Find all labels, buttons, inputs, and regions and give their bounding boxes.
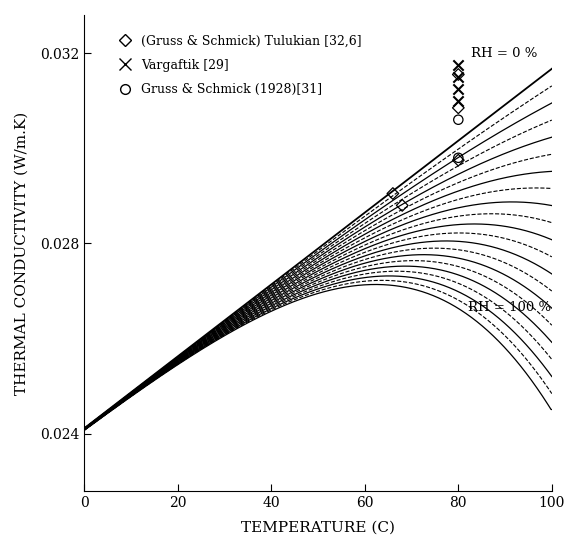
Text: RH = 0 %: RH = 0 % [472,47,538,60]
Point [454,60,463,69]
Point [454,103,463,112]
Point [454,156,463,164]
Point [454,70,463,79]
X-axis label: TEMPERATURE (C): TEMPERATURE (C) [241,521,395,535]
Y-axis label: THERMAL CONDUCTIVITY (W/m.K): THERMAL CONDUCTIVITY (W/m.K) [15,112,29,395]
Text: RH = 100 %: RH = 100 % [467,301,551,314]
Point [454,116,463,124]
Point [454,96,463,105]
Point [454,84,463,93]
Point [454,73,463,81]
Point [388,189,397,198]
Legend: (Gruss & Schmick) Tulukian [32,6], Vargaftik [29], Gruss & Schmick (1928)[31]: (Gruss & Schmick) Tulukian [32,6], Varga… [114,31,366,100]
Point [454,153,463,162]
Point [397,201,407,210]
